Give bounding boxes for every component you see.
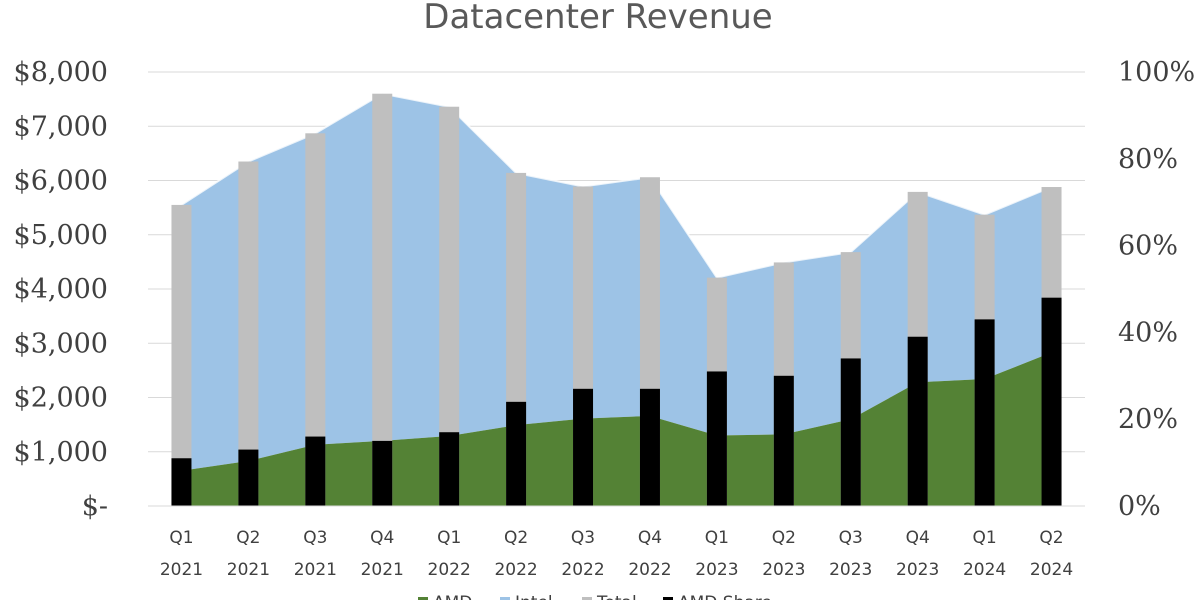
amd-share-bar bbox=[305, 436, 326, 506]
legend-swatch-total bbox=[582, 597, 592, 600]
x-tick-year: 2023 bbox=[896, 560, 939, 580]
amd-share-bar bbox=[439, 432, 460, 506]
x-tick-year: 2021 bbox=[294, 560, 337, 580]
legend-swatch-amd bbox=[418, 597, 428, 600]
x-tick-year: 2021 bbox=[160, 560, 203, 580]
amd-share-bar bbox=[773, 375, 794, 506]
x-tick-year: 2024 bbox=[1030, 560, 1073, 580]
x-tick-quarter: Q2 bbox=[504, 528, 528, 548]
x-tick-quarter: Q1 bbox=[705, 528, 729, 548]
amd-share-bar bbox=[974, 319, 995, 506]
left-y-tick-label: $4,000 bbox=[14, 274, 108, 305]
legend-swatch-intel bbox=[500, 597, 510, 600]
amd-share-bar bbox=[372, 440, 393, 506]
legend: AMD Intel Total AMD Share bbox=[418, 593, 772, 600]
total-bar bbox=[238, 161, 259, 506]
x-tick-quarter: Q2 bbox=[772, 528, 796, 548]
chart-title: Datacenter Revenue bbox=[423, 0, 772, 37]
x-tick-quarter: Q4 bbox=[906, 528, 930, 548]
intel-area-outline bbox=[180, 92, 1052, 279]
amd-share-bar bbox=[238, 449, 259, 506]
x-tick-year: 2023 bbox=[829, 560, 872, 580]
left-y-tick-label: $6,000 bbox=[14, 166, 108, 197]
x-tick-quarter: Q3 bbox=[839, 528, 863, 548]
x-tick-year: 2023 bbox=[762, 560, 805, 580]
legend-swatch-amd-share bbox=[663, 597, 673, 600]
amd-share-bar bbox=[840, 358, 861, 506]
x-tick-quarter: Q1 bbox=[169, 528, 193, 548]
x-tick-year: 2022 bbox=[561, 560, 604, 580]
legend-label-total: Total bbox=[596, 593, 637, 600]
amd-area bbox=[181, 352, 1052, 506]
left-y-tick-label: $7,000 bbox=[14, 111, 108, 142]
right-y-axis: 0% 20% 40% 60% 80% 100% bbox=[1118, 57, 1195, 522]
x-tick-quarter: Q4 bbox=[370, 528, 394, 548]
x-tick-quarter: Q2 bbox=[1039, 528, 1063, 548]
amd-share-bar bbox=[639, 388, 660, 506]
left-y-tick-label: $5,000 bbox=[14, 220, 108, 251]
x-tick-year: 2022 bbox=[494, 560, 537, 580]
x-tick-year: 2024 bbox=[963, 560, 1006, 580]
total-bar bbox=[439, 106, 460, 506]
x-tick-quarter: Q3 bbox=[571, 528, 595, 548]
x-tick-quarter: Q3 bbox=[303, 528, 327, 548]
amd-share-bar bbox=[573, 388, 594, 506]
area-series bbox=[180, 92, 1052, 506]
x-tick-quarter: Q1 bbox=[973, 528, 997, 548]
right-y-tick-label: 0% bbox=[1118, 491, 1161, 522]
amd-share-bar bbox=[1041, 297, 1062, 506]
x-axis: Q1 2021 Q2 2021 Q3 2021 Q4 2021 Q1 2022 Q2 2022 Q3 20… bbox=[148, 505, 1085, 580]
right-y-tick-label: 20% bbox=[1118, 404, 1178, 435]
left-y-tick-label: $3,000 bbox=[14, 328, 108, 359]
x-tick-year: 2022 bbox=[628, 560, 671, 580]
x-tick-year: 2021 bbox=[227, 560, 270, 580]
amd-share-bar bbox=[171, 458, 192, 506]
amd-share-bar bbox=[907, 336, 928, 506]
legend-label-amd-share: AMD Share bbox=[678, 593, 772, 600]
amd-share-bar bbox=[506, 401, 527, 506]
x-tick-quarter: Q2 bbox=[236, 528, 260, 548]
total-bar bbox=[171, 204, 192, 506]
x-tick-year: 2023 bbox=[695, 560, 738, 580]
left-y-tick-label: $- bbox=[82, 491, 108, 522]
total-bar bbox=[305, 133, 326, 507]
legend-label-amd: AMD bbox=[433, 593, 472, 600]
left-y-tick-label: $8,000 bbox=[14, 57, 108, 88]
left-y-tick-label: $2,000 bbox=[14, 383, 108, 414]
right-y-tick-label: 40% bbox=[1118, 317, 1178, 348]
left-y-tick-label: $1,000 bbox=[14, 437, 108, 468]
right-y-tick-label: 80% bbox=[1118, 144, 1178, 175]
legend-label-intel: Intel bbox=[515, 593, 553, 600]
right-y-tick-label: 100% bbox=[1118, 57, 1195, 88]
x-tick-year: 2021 bbox=[361, 560, 404, 580]
total-bar bbox=[372, 93, 393, 506]
right-y-tick-label: 60% bbox=[1118, 231, 1178, 262]
amd-share-bar bbox=[706, 371, 727, 506]
x-tick-year: 2022 bbox=[428, 560, 471, 580]
left-y-axis: $- $1,000 $2,000 $3,000 $4,000 $5,000 $6,000 $7… bbox=[14, 57, 108, 522]
intel-area bbox=[181, 93, 1052, 471]
x-tick-quarter: Q1 bbox=[437, 528, 461, 548]
bar-series bbox=[171, 93, 1062, 507]
x-tick-quarter: Q4 bbox=[638, 528, 662, 548]
